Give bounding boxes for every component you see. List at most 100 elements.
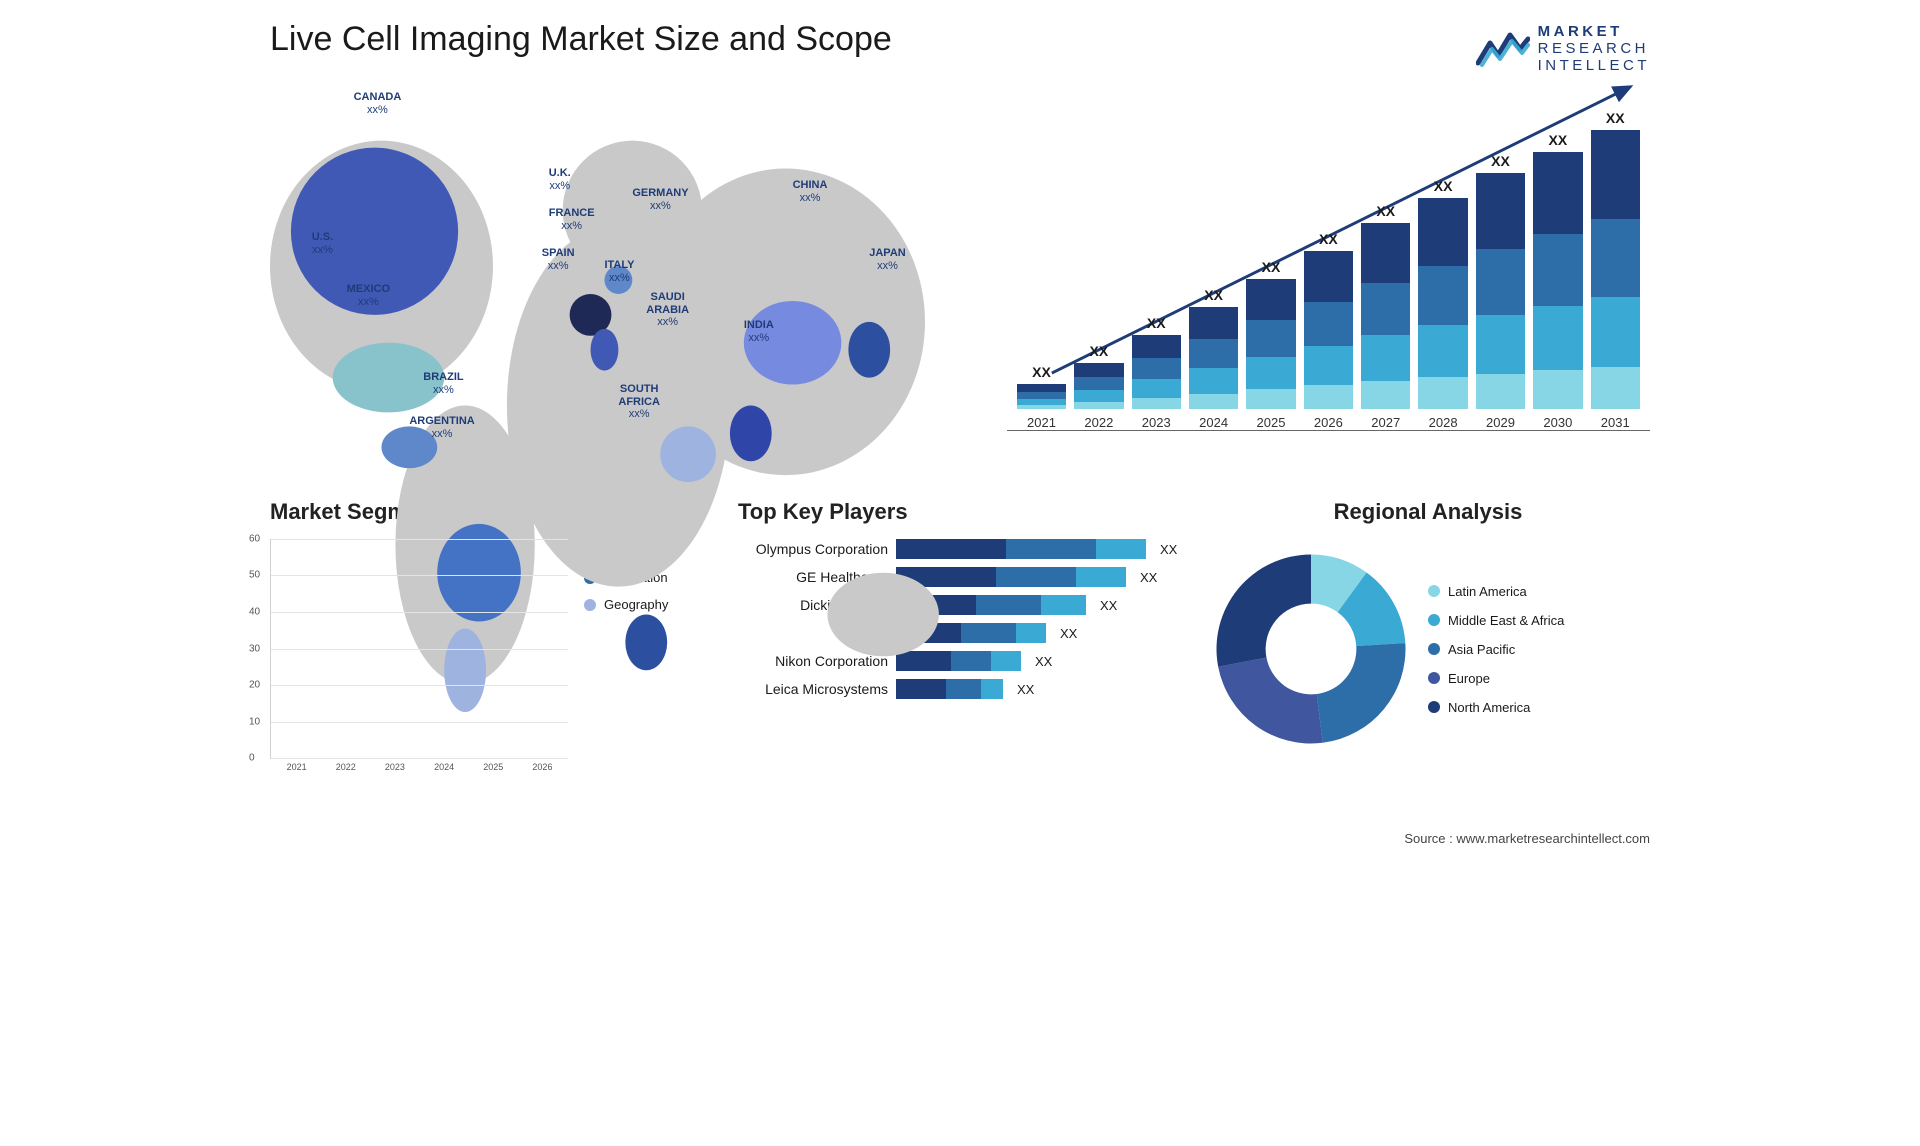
growth-value-label: XX bbox=[1434, 178, 1453, 194]
growth-year-label: 2031 bbox=[1601, 415, 1630, 430]
seg-grid-line bbox=[271, 612, 568, 613]
donut-seg bbox=[1317, 643, 1406, 743]
growth-seg bbox=[1361, 335, 1410, 382]
logo-line-1: MARKET bbox=[1538, 24, 1650, 41]
growth-bar bbox=[1418, 198, 1467, 409]
growth-year-label: 2021 bbox=[1027, 415, 1056, 430]
growth-col: XX2024 bbox=[1189, 287, 1238, 430]
kp-value: XX bbox=[1017, 682, 1034, 697]
growth-bar bbox=[1017, 384, 1066, 409]
kp-bar-seg bbox=[1041, 595, 1086, 615]
seg-xtick: 2026 bbox=[532, 762, 552, 772]
regional-legend: Latin America Middle East & Africa Asia Pa… bbox=[1428, 584, 1564, 715]
map-label: INDIAxx% bbox=[744, 319, 774, 344]
seg-grid-line bbox=[271, 575, 568, 576]
map-label: SAUDIARABIAxx% bbox=[646, 291, 689, 329]
regional-title: Regional Analysis bbox=[1206, 499, 1650, 525]
growth-seg bbox=[1246, 279, 1295, 321]
map-label: U.S.xx% bbox=[312, 231, 333, 256]
map-label: CHINAxx% bbox=[793, 179, 828, 204]
growth-year-label: 2028 bbox=[1429, 415, 1458, 430]
growth-seg bbox=[1418, 325, 1467, 378]
kp-bar-seg bbox=[1096, 539, 1146, 559]
legend-label: North America bbox=[1448, 700, 1530, 715]
growth-seg bbox=[1476, 315, 1525, 374]
growth-seg bbox=[1246, 357, 1295, 390]
growth-seg bbox=[1533, 306, 1582, 370]
legend-dot bbox=[1428, 585, 1440, 597]
growth-bar bbox=[1361, 223, 1410, 409]
ra-legend-item: Asia Pacific bbox=[1428, 642, 1564, 657]
growth-bar bbox=[1476, 173, 1525, 409]
growth-value-label: XX bbox=[1147, 315, 1166, 331]
logo-line-2: RESEARCH bbox=[1538, 41, 1650, 58]
seg-xtick: 2024 bbox=[434, 762, 454, 772]
map-label: U.K.xx% bbox=[549, 167, 571, 192]
growth-seg bbox=[1304, 346, 1353, 386]
growth-seg bbox=[1132, 358, 1181, 379]
growth-col: XX 2028 bbox=[1418, 178, 1467, 430]
growth-value-label: XX bbox=[1319, 231, 1338, 247]
growth-seg bbox=[1304, 302, 1353, 346]
seg-grid-line bbox=[271, 685, 568, 686]
page-title: Live Cell Imaging Market Size and Scope bbox=[270, 20, 1650, 59]
legend-label: Middle East & Africa bbox=[1448, 613, 1564, 628]
growth-seg bbox=[1533, 152, 1582, 234]
seg-xtick: 2025 bbox=[483, 762, 503, 772]
kp-bar-seg bbox=[991, 651, 1021, 671]
growth-seg bbox=[1591, 367, 1640, 409]
seg-ytick: 10 bbox=[249, 716, 260, 727]
growth-chart-panel: XX2021XX2022XX2023XX2024XX2025XX2026XX20… bbox=[1007, 71, 1650, 471]
growth-year-label: 2026 bbox=[1314, 415, 1343, 430]
regional-donut bbox=[1206, 544, 1416, 754]
kp-bar-seg bbox=[976, 595, 1041, 615]
seg-ytick: 60 bbox=[249, 534, 260, 545]
ra-legend-item: Middle East & Africa bbox=[1428, 613, 1564, 628]
map-label: BRAZILxx% bbox=[423, 371, 463, 396]
growth-bar bbox=[1074, 363, 1123, 409]
kp-value: XX bbox=[1100, 598, 1117, 613]
growth-seg bbox=[1476, 374, 1525, 409]
ra-legend-item: Latin America bbox=[1428, 584, 1564, 599]
growth-bar bbox=[1304, 251, 1353, 409]
map-label: SPAINxx% bbox=[542, 247, 575, 272]
growth-bar bbox=[1246, 279, 1295, 409]
world-map-panel: CANADAxx%U.S.xx%MEXICOxx%BRAZILxx%ARGENT… bbox=[270, 71, 967, 471]
growth-seg bbox=[1017, 392, 1066, 399]
growth-year-label: 2029 bbox=[1486, 415, 1515, 430]
growth-year-label: 2024 bbox=[1199, 415, 1228, 430]
kp-value: XX bbox=[1060, 626, 1077, 641]
growth-seg bbox=[1132, 379, 1181, 398]
growth-bar bbox=[1533, 152, 1582, 409]
growth-seg bbox=[1074, 377, 1123, 390]
regional-panel: Regional Analysis Latin America Middle Ea… bbox=[1206, 499, 1650, 779]
seg-grid-line bbox=[271, 649, 568, 650]
map-label: JAPANxx% bbox=[869, 247, 905, 272]
growth-value-label: XX bbox=[1606, 110, 1625, 126]
growth-seg bbox=[1246, 389, 1295, 409]
growth-value-label: XX bbox=[1376, 203, 1395, 219]
growth-value-label: XX bbox=[1491, 153, 1510, 169]
growth-value-label: XX bbox=[1032, 364, 1051, 380]
growth-col: XX 2031 bbox=[1591, 110, 1640, 430]
map-label: MEXICOxx% bbox=[347, 283, 390, 308]
growth-seg bbox=[1591, 130, 1640, 219]
growth-seg bbox=[1132, 335, 1181, 359]
map-label: FRANCExx% bbox=[549, 207, 595, 232]
growth-year-label: 2030 bbox=[1543, 415, 1572, 430]
growth-seg bbox=[1304, 251, 1353, 302]
growth-seg bbox=[1017, 405, 1066, 409]
ra-legend-item: Europe bbox=[1428, 671, 1564, 686]
growth-value-label: XX bbox=[1549, 132, 1568, 148]
growth-col: XX2022 bbox=[1074, 343, 1123, 430]
growth-seg bbox=[1189, 339, 1238, 368]
legend-label: Latin America bbox=[1448, 584, 1527, 599]
kp-bar-seg bbox=[1016, 623, 1046, 643]
growth-seg bbox=[1074, 390, 1123, 402]
growth-col: XX2025 bbox=[1246, 259, 1295, 430]
donut-seg bbox=[1218, 657, 1323, 743]
logo-icon bbox=[1476, 29, 1530, 69]
legend-dot bbox=[1428, 614, 1440, 626]
kp-value: XX bbox=[1140, 570, 1157, 585]
growth-col: XX2027 bbox=[1361, 203, 1410, 430]
